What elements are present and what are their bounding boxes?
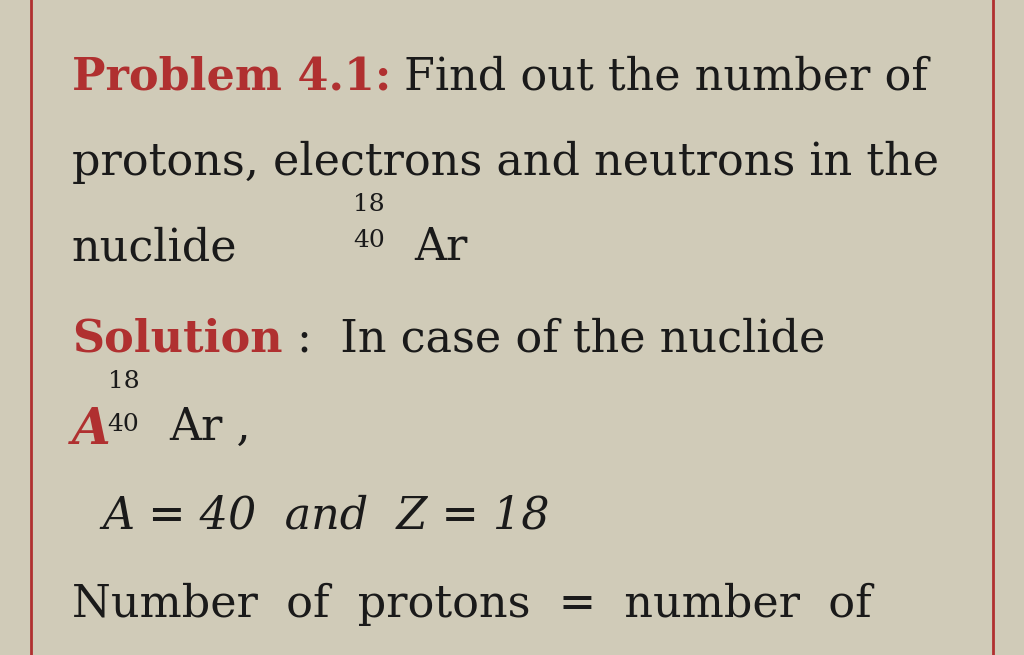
Text: A = 40  and  Z = 18: A = 40 and Z = 18 <box>102 495 550 538</box>
Text: 40: 40 <box>353 229 385 252</box>
Text: 18: 18 <box>353 193 385 216</box>
Text: 40: 40 <box>108 413 139 436</box>
Text: Solution: Solution <box>72 318 283 361</box>
Text: Ar: Ar <box>415 226 468 269</box>
Text: A: A <box>72 406 111 455</box>
Text: protons, electrons and neutrons in the: protons, electrons and neutrons in the <box>72 141 939 184</box>
Text: :  In case of the nuclide: : In case of the nuclide <box>297 318 825 361</box>
Text: nuclide: nuclide <box>72 226 238 269</box>
Text: Number  of  protons  =  number  of: Number of protons = number of <box>72 583 871 626</box>
Text: Ar ,: Ar , <box>169 406 251 449</box>
Text: 18: 18 <box>108 370 139 393</box>
Text: Problem 4.1:: Problem 4.1: <box>72 56 391 99</box>
Text: Find out the number of: Find out the number of <box>404 56 929 99</box>
